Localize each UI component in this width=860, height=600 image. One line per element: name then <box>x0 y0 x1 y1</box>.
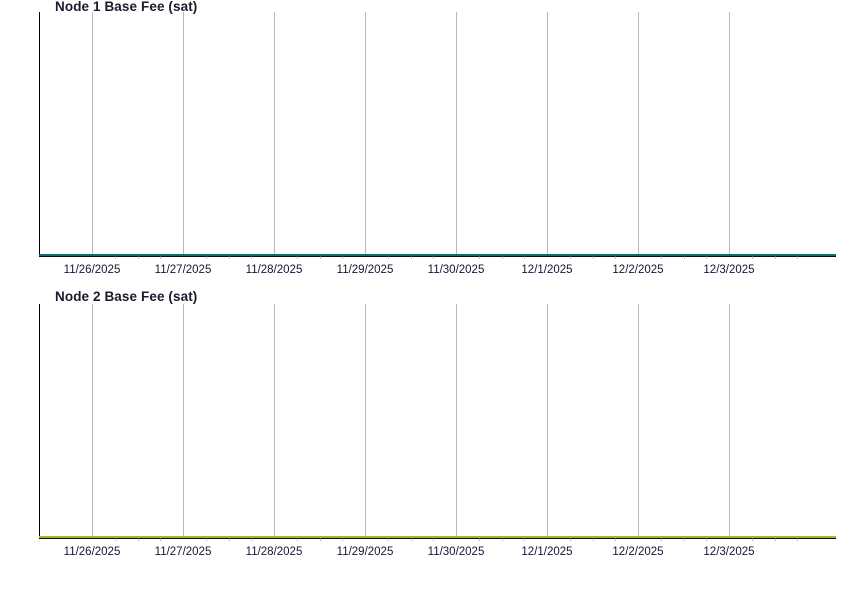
minor-tick <box>137 538 139 541</box>
x-tick-label: 12/2/2025 <box>612 546 664 558</box>
gridline <box>456 304 457 539</box>
series-line-node-2 <box>39 536 836 538</box>
minor-tick <box>660 538 662 541</box>
minor-tick <box>387 256 389 259</box>
minor-tick <box>228 256 230 259</box>
chart-title-node-1: Node 1 Base Fee (sat) <box>55 0 198 14</box>
minor-tick <box>478 538 480 541</box>
minor-tick <box>296 538 298 541</box>
gridline <box>92 304 93 539</box>
x-tick-label: 11/29/2025 <box>336 546 394 558</box>
x-tick-label: 12/3/2025 <box>703 264 755 276</box>
minor-tick <box>114 538 116 541</box>
minor-tick <box>251 256 253 259</box>
x-tick-label: 11/28/2025 <box>245 546 303 558</box>
x-tick-label: 11/30/2025 <box>427 546 485 558</box>
minor-tick <box>751 538 753 541</box>
minor-tick <box>683 256 685 259</box>
x-tick-label: 11/29/2025 <box>336 264 394 276</box>
minor-tick <box>524 256 526 259</box>
x-tick-label: 11/27/2025 <box>154 264 212 276</box>
gridline <box>183 12 184 257</box>
y-axis-node-2 <box>39 304 40 539</box>
minor-tick <box>660 256 662 259</box>
gridline <box>547 12 548 257</box>
gridline <box>456 12 457 257</box>
gridline <box>274 12 275 257</box>
minor-tick <box>160 538 162 541</box>
minor-tick <box>433 256 435 259</box>
x-tick-label: 11/28/2025 <box>245 264 303 276</box>
minor-tick <box>683 538 685 541</box>
x-tick-label: 11/26/2025 <box>63 546 121 558</box>
gridline <box>365 12 366 257</box>
minor-tick <box>751 256 753 259</box>
series-line-node-1 <box>39 254 836 256</box>
gridline <box>274 304 275 539</box>
gridlines-node-2 <box>39 304 836 539</box>
y-axis-node-1 <box>39 12 40 257</box>
x-tick-label: 11/30/2025 <box>427 264 485 276</box>
x-tick-label: 11/26/2025 <box>63 264 121 276</box>
minor-tick <box>478 256 480 259</box>
x-tick-label: 12/2/2025 <box>612 264 664 276</box>
x-tick-label: 12/1/2025 <box>521 264 573 276</box>
minor-tick <box>615 256 617 259</box>
minor-tick <box>296 256 298 259</box>
gridline <box>92 12 93 257</box>
minor-tick <box>592 256 594 259</box>
gridlines-node-1 <box>39 12 836 257</box>
gridline <box>638 12 639 257</box>
minor-tick <box>342 256 344 259</box>
minor-tick <box>501 256 503 259</box>
gridline <box>547 304 548 539</box>
gridline <box>365 304 366 539</box>
gridline <box>638 304 639 539</box>
minor-tick <box>774 538 776 541</box>
minor-tick <box>319 538 321 541</box>
minor-tick <box>706 256 708 259</box>
minor-tick <box>137 256 139 259</box>
chart-panel-node-1: Node 1 Base Fee (sat) 11/26/2025 11/27/20… <box>0 0 860 282</box>
x-tick-label: 11/27/2025 <box>154 546 212 558</box>
minor-tick <box>524 538 526 541</box>
plot-area-node-1 <box>39 12 836 259</box>
gridline <box>183 304 184 539</box>
x-tick-label: 12/3/2025 <box>703 546 755 558</box>
minor-tick <box>592 538 594 541</box>
minor-tick <box>228 538 230 541</box>
minor-tick <box>569 256 571 259</box>
minor-tick-marks-node-1 <box>39 256 836 259</box>
minor-tick <box>501 538 503 541</box>
x-axis-node-2 <box>39 538 836 539</box>
minor-tick <box>342 538 344 541</box>
plot-area-node-2 <box>39 304 836 541</box>
gridline <box>729 304 730 539</box>
minor-tick <box>410 538 412 541</box>
gridline <box>729 12 730 257</box>
minor-tick <box>797 256 799 259</box>
minor-tick-marks-node-2 <box>39 538 836 541</box>
minor-tick <box>615 538 617 541</box>
minor-tick <box>251 538 253 541</box>
minor-tick <box>387 538 389 541</box>
minor-tick <box>797 538 799 541</box>
chart-title-node-2: Node 2 Base Fee (sat) <box>55 289 198 304</box>
minor-tick <box>410 256 412 259</box>
minor-tick <box>433 538 435 541</box>
minor-tick <box>205 256 207 259</box>
minor-tick <box>774 256 776 259</box>
minor-tick <box>706 538 708 541</box>
chart-panel-node-2: Node 2 Base Fee (sat) 11/26/2025 11/27/20… <box>0 290 860 580</box>
x-tick-labels-node-2: 11/26/2025 11/27/2025 11/28/2025 11/29/2025… <box>39 544 836 560</box>
minor-tick <box>160 256 162 259</box>
minor-tick <box>569 538 571 541</box>
minor-tick <box>114 256 116 259</box>
minor-tick <box>205 538 207 541</box>
minor-tick <box>319 256 321 259</box>
x-tick-labels-node-1: 11/26/2025 11/27/2025 11/28/2025 11/29/2025… <box>39 262 836 278</box>
x-axis-node-1 <box>39 256 836 257</box>
x-tick-label: 12/1/2025 <box>521 546 573 558</box>
